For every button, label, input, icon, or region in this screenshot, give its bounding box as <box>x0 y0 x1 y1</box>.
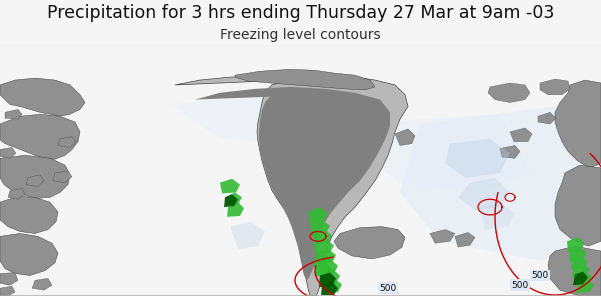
Polygon shape <box>316 249 336 264</box>
Polygon shape <box>488 83 530 102</box>
Polygon shape <box>0 78 85 116</box>
Polygon shape <box>0 147 16 158</box>
Polygon shape <box>318 259 338 274</box>
Polygon shape <box>319 273 336 287</box>
Text: 500: 500 <box>511 281 529 290</box>
Polygon shape <box>225 192 242 205</box>
Polygon shape <box>322 279 342 293</box>
Polygon shape <box>548 246 601 296</box>
Polygon shape <box>0 286 15 296</box>
Polygon shape <box>8 189 25 199</box>
Polygon shape <box>320 269 340 284</box>
Polygon shape <box>0 196 58 234</box>
Polygon shape <box>227 202 244 217</box>
Polygon shape <box>175 73 408 296</box>
Polygon shape <box>312 230 332 244</box>
Polygon shape <box>571 256 588 270</box>
Polygon shape <box>555 165 601 246</box>
Polygon shape <box>538 112 556 124</box>
Polygon shape <box>455 232 475 247</box>
Polygon shape <box>458 178 510 210</box>
Polygon shape <box>350 114 530 192</box>
Polygon shape <box>0 273 18 285</box>
Polygon shape <box>400 104 600 261</box>
Polygon shape <box>0 234 58 276</box>
Polygon shape <box>480 202 515 230</box>
Polygon shape <box>430 230 455 243</box>
Polygon shape <box>0 114 80 159</box>
Polygon shape <box>573 271 588 285</box>
Polygon shape <box>555 80 601 168</box>
Polygon shape <box>576 279 594 293</box>
Text: Freezing level contours: Freezing level contours <box>220 28 381 42</box>
Polygon shape <box>314 239 334 254</box>
Polygon shape <box>224 194 238 207</box>
Text: Precipitation for 3 hrs ending Thursday 27 Mar at 9am -03: Precipitation for 3 hrs ending Thursday … <box>47 4 554 22</box>
Polygon shape <box>574 271 592 285</box>
Polygon shape <box>510 128 532 141</box>
Polygon shape <box>500 146 520 158</box>
Polygon shape <box>0 155 70 198</box>
Polygon shape <box>170 90 380 144</box>
Polygon shape <box>572 264 590 277</box>
Polygon shape <box>195 87 390 280</box>
Polygon shape <box>5 110 22 119</box>
Polygon shape <box>220 179 240 193</box>
Polygon shape <box>58 137 76 147</box>
Polygon shape <box>310 220 330 234</box>
Polygon shape <box>315 263 332 276</box>
Polygon shape <box>445 139 510 178</box>
Polygon shape <box>32 279 52 290</box>
Polygon shape <box>26 175 44 186</box>
Polygon shape <box>235 69 375 90</box>
Polygon shape <box>395 129 415 146</box>
Polygon shape <box>321 281 338 295</box>
Polygon shape <box>314 253 330 267</box>
Polygon shape <box>570 247 587 262</box>
Polygon shape <box>308 207 328 223</box>
Text: 500: 500 <box>379 284 397 293</box>
Polygon shape <box>230 222 265 249</box>
Polygon shape <box>334 227 405 259</box>
Polygon shape <box>53 171 72 183</box>
Text: 500: 500 <box>531 271 549 280</box>
Polygon shape <box>567 237 585 252</box>
Polygon shape <box>540 79 570 95</box>
